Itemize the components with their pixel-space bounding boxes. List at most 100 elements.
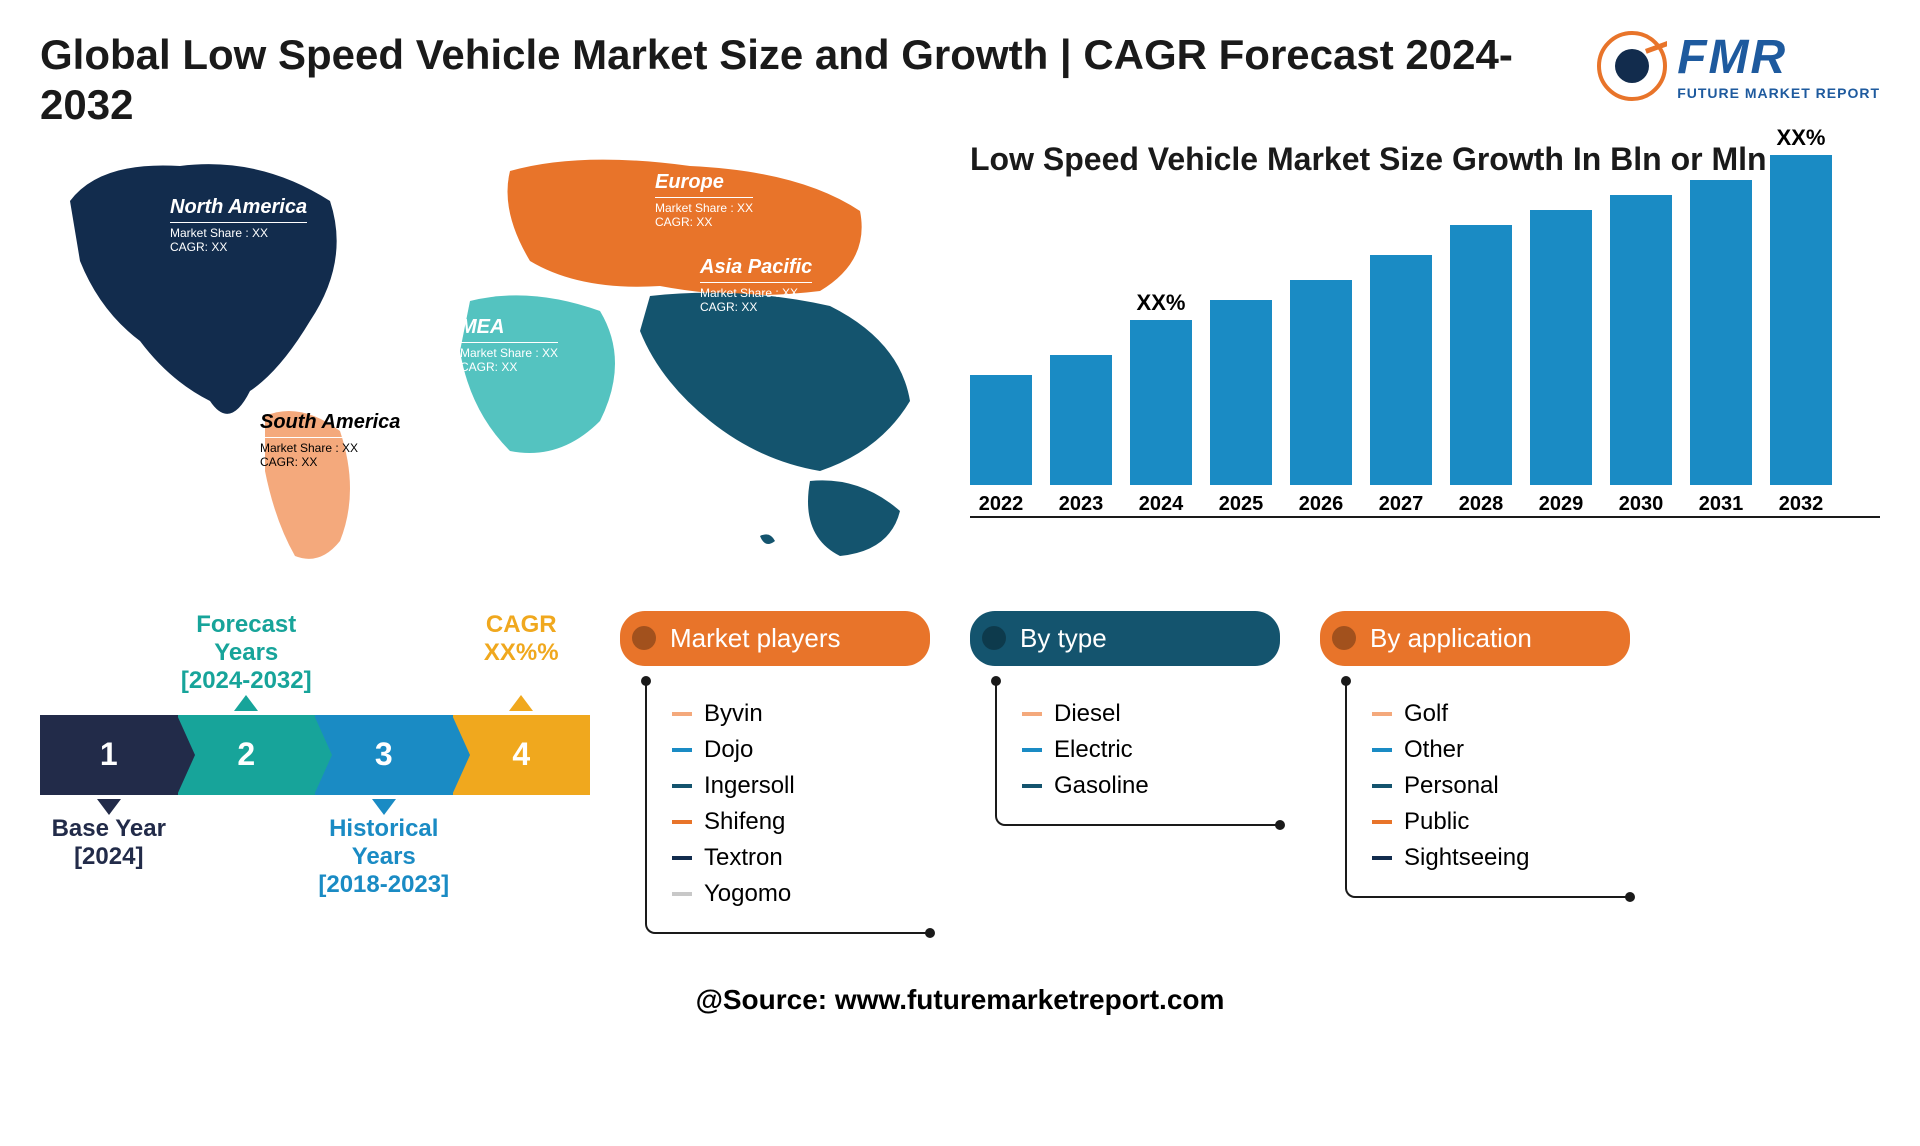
footer-source: @Source: www.futuremarketreport.com bbox=[40, 984, 1880, 1016]
region-label: Asia Pacific Market Share : XX CAGR: XX bbox=[700, 256, 812, 314]
bar-wrap: 2029 bbox=[1530, 210, 1592, 516]
arrow-down-icon bbox=[97, 799, 121, 815]
region-cagr: CAGR: XX bbox=[700, 300, 812, 314]
bar-wrap: 2032XX% bbox=[1770, 155, 1832, 516]
upper-section: North America Market Share : XX CAGR: XX… bbox=[40, 141, 1880, 571]
segment-item-label: Sightseeing bbox=[1404, 844, 1529, 872]
bar bbox=[1210, 300, 1272, 485]
segment-body: ByvinDojo Ingersoll Shifeng Textron Yogomo bbox=[645, 681, 930, 934]
region-share: Market Share : XX bbox=[655, 201, 753, 215]
timeline-segment: 3 bbox=[315, 715, 453, 795]
segment-item-label: Golf bbox=[1404, 700, 1448, 728]
segment-item-label: Yogomo bbox=[704, 880, 791, 908]
bar-year-label: 2030 bbox=[1619, 493, 1664, 516]
dash-icon bbox=[1372, 712, 1392, 716]
region-label: South America Market Share : XX CAGR: XX bbox=[260, 411, 400, 469]
bar-year-label: 2027 bbox=[1379, 493, 1424, 516]
bar bbox=[1690, 180, 1752, 485]
bar bbox=[1370, 255, 1432, 485]
segment-item-label: Ingersoll bbox=[704, 772, 795, 800]
bar-year-label: 2025 bbox=[1219, 493, 1264, 516]
segment-item: Gasoline bbox=[1022, 768, 1265, 804]
segment-item-label: Personal bbox=[1404, 772, 1499, 800]
segment-item: Golf bbox=[1372, 696, 1615, 732]
timeline-segment: 4 bbox=[453, 715, 591, 795]
bar bbox=[1610, 195, 1672, 485]
segment-body: Golf Other Personal Public Sightseeing bbox=[1345, 681, 1630, 898]
bar-chart-section: Low Speed Vehicle Market Size Growth In … bbox=[970, 141, 1880, 571]
bar-year-label: 2029 bbox=[1539, 493, 1584, 516]
segment-item: Byvin bbox=[672, 696, 915, 732]
bar-wrap: 2024XX% bbox=[1130, 320, 1192, 516]
timeline-label: Historical Years[2018-2023] bbox=[315, 815, 453, 899]
segment-item: Yogomo bbox=[672, 876, 915, 912]
bar-wrap: 2027 bbox=[1370, 255, 1432, 516]
bar bbox=[970, 375, 1032, 485]
header: Global Low Speed Vehicle Market Size and… bbox=[40, 30, 1880, 131]
segment-item: Dojo bbox=[672, 732, 915, 768]
timeline-segment: 2 bbox=[178, 715, 316, 795]
dash-icon bbox=[1372, 748, 1392, 752]
pct-label: XX% bbox=[1137, 290, 1186, 316]
region-label: Europe Market Share : XX CAGR: XX bbox=[655, 171, 753, 229]
dash-icon bbox=[672, 712, 692, 716]
region-label: North America Market Share : XX CAGR: XX bbox=[170, 196, 307, 254]
bar-wrap: 2025 bbox=[1210, 300, 1272, 516]
dash-icon bbox=[1372, 784, 1392, 788]
timeline-label: CAGRXX%% bbox=[453, 611, 591, 667]
bar-wrap: 2022 bbox=[970, 375, 1032, 516]
dash-icon bbox=[1372, 856, 1392, 860]
dash-icon bbox=[1022, 784, 1042, 788]
segment-item: Sightseeing bbox=[1372, 840, 1615, 876]
dash-icon bbox=[672, 748, 692, 752]
segment-item-label: Diesel bbox=[1054, 700, 1121, 728]
segment-item: Textron bbox=[672, 840, 915, 876]
timeline-segment: 1 bbox=[40, 715, 178, 795]
bar-wrap: 2031 bbox=[1690, 180, 1752, 516]
logo-main: FMR bbox=[1677, 30, 1880, 85]
bar bbox=[1290, 280, 1352, 485]
segment-box: By typeDieselElectricGasoline bbox=[970, 611, 1280, 934]
region-name: Asia Pacific bbox=[700, 256, 812, 283]
arrow-up-icon bbox=[234, 695, 258, 711]
bar bbox=[1050, 355, 1112, 485]
timeline-label: Base Year[2024] bbox=[40, 815, 178, 871]
dash-icon bbox=[672, 892, 692, 896]
timeline: Forecast Years[2024-2032] CAGRXX%% 1234 B… bbox=[40, 611, 590, 899]
bar-year-label: 2024 bbox=[1139, 493, 1184, 516]
logo-text: FMR FUTURE MARKET REPORT bbox=[1677, 30, 1880, 101]
bar-year-label: 2023 bbox=[1059, 493, 1104, 516]
spyglass-icon bbox=[1597, 31, 1667, 101]
segment-item: Public bbox=[1372, 804, 1615, 840]
logo-sub: FUTURE MARKET REPORT bbox=[1677, 85, 1880, 101]
bar-wrap: 2023 bbox=[1050, 355, 1112, 516]
segment-item-label: Textron bbox=[704, 844, 783, 872]
pct-label: XX% bbox=[1777, 125, 1826, 151]
segment-item: Electric bbox=[1022, 732, 1265, 768]
region-share: Market Share : XX bbox=[260, 441, 400, 455]
logo: FMR FUTURE MARKET REPORT bbox=[1597, 30, 1880, 101]
region-share: Market Share : XX bbox=[170, 226, 307, 240]
timeline-label: Forecast Years[2024-2032] bbox=[178, 611, 316, 695]
segment-body: Diesel Electric Gasoline bbox=[995, 681, 1280, 826]
segment-item: Other bbox=[1372, 732, 1615, 768]
region-name: Europe bbox=[655, 171, 753, 198]
segment-header: By application bbox=[1320, 611, 1630, 666]
dash-icon bbox=[672, 856, 692, 860]
bar-year-label: 2031 bbox=[1699, 493, 1744, 516]
bar bbox=[1770, 155, 1832, 485]
arrow-up-icon bbox=[509, 695, 533, 711]
segment-item: Personal bbox=[1372, 768, 1615, 804]
segment-item-label: Shifeng bbox=[704, 808, 785, 836]
segment-item: Ingersoll bbox=[672, 768, 915, 804]
region-cagr: CAGR: XX bbox=[655, 215, 753, 229]
bar-chart: 202220232024XX%2025202620272028202920302… bbox=[970, 188, 1880, 518]
segment-box: Market playersByvinDojoIngersollShifengT… bbox=[620, 611, 930, 934]
arrow-down-icon bbox=[372, 799, 396, 815]
region-name: MEA bbox=[460, 316, 558, 343]
region-cagr: CAGR: XX bbox=[260, 455, 400, 469]
dash-icon bbox=[1372, 820, 1392, 824]
bar-wrap: 2026 bbox=[1290, 280, 1352, 516]
segment-item-label: Gasoline bbox=[1054, 772, 1149, 800]
bar-wrap: 2030 bbox=[1610, 195, 1672, 516]
